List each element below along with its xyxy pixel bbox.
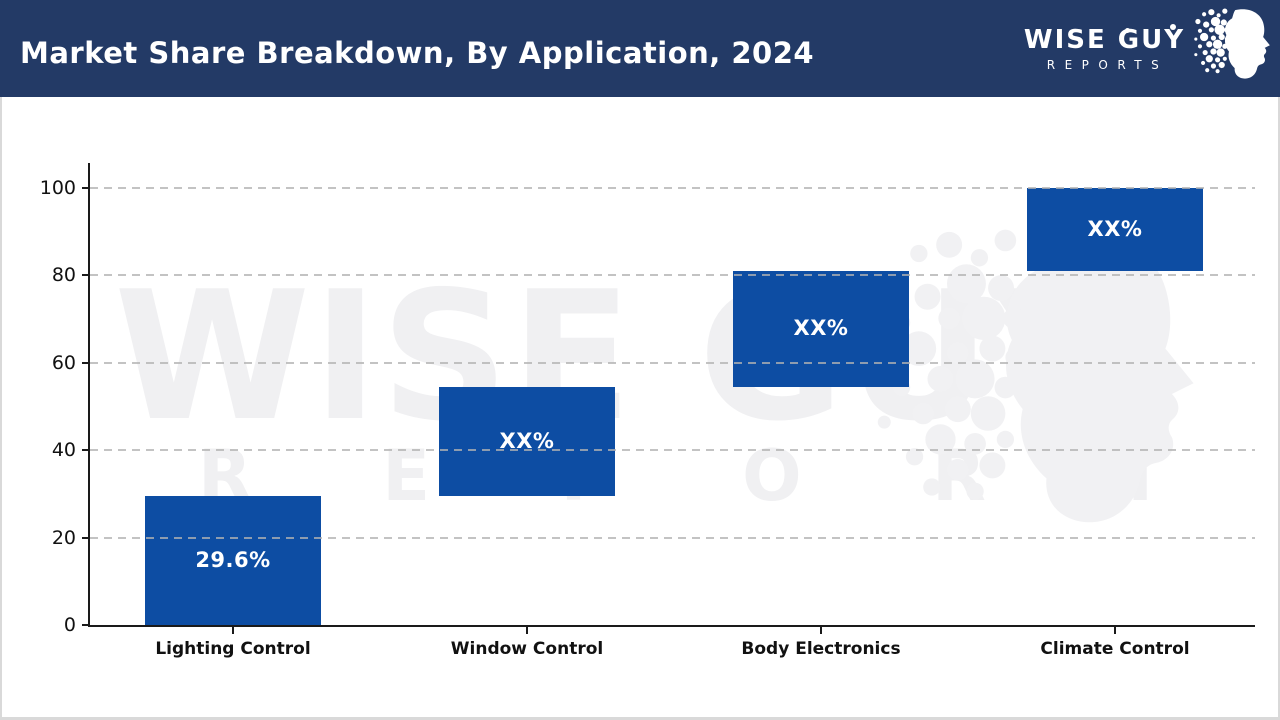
y-axis-line — [88, 163, 90, 627]
watermark-text-primary: WISE GUY — [114, 253, 1124, 460]
bar-climate-control: XX% — [1027, 187, 1203, 271]
logo-accent-dot — [1125, 28, 1130, 33]
gridline-y-40 — [90, 449, 1255, 451]
gridline-y-100 — [90, 186, 1255, 189]
header-bar: Market Share Breakdown, By Application, … — [0, 0, 1280, 97]
y-tick-label: 40 — [51, 439, 76, 461]
y-tick-mark — [82, 624, 90, 626]
y-tick-mark — [82, 274, 90, 276]
chart-area: WISE GUY R E P O R T S 0 20 40 60 80 100 29.6%… — [0, 97, 1280, 720]
y-tick-label: 20 — [51, 526, 76, 549]
bar-value-label: XX% — [793, 315, 849, 340]
logo-accent-dot — [1170, 24, 1176, 30]
bar-body-electronics: XX% — [733, 270, 909, 387]
bar-value-label: XX% — [499, 428, 555, 453]
bar-lighting-control: 29.6% — [145, 495, 321, 625]
x-category-label: Window Control — [450, 639, 604, 659]
gridline-y-80 — [90, 274, 1255, 276]
bar-window-control: XX% — [439, 386, 615, 496]
y-tick-mark — [82, 536, 90, 539]
x-tick-mark — [820, 627, 822, 634]
bar-value-label: XX% — [1087, 216, 1143, 241]
x-axis-line — [88, 625, 1255, 627]
x-tick-mark — [232, 627, 234, 634]
x-category-label: Climate Control — [1040, 639, 1190, 659]
y-tick-label: 60 — [51, 351, 76, 374]
y-tick-mark — [82, 361, 90, 364]
wise-guy-reports-logo: WISE GUY REPORTS — [1022, 4, 1272, 94]
x-tick-mark — [1114, 627, 1116, 634]
watermark-text-secondary: R E P O R T S — [198, 435, 1280, 517]
x-category-label: Body Electronics — [741, 639, 901, 659]
logo-primary-text: WISE GUY — [1023, 25, 1186, 55]
y-tick-mark — [82, 186, 90, 189]
y-tick-label: 100 — [39, 176, 76, 199]
head-profile-icon — [1194, 8, 1270, 79]
logo-secondary-text: REPORTS — [1046, 58, 1169, 72]
gridline-y-60 — [90, 361, 1255, 364]
x-tick-mark — [526, 627, 528, 634]
gridline-y-20 — [90, 536, 1255, 539]
y-tick-label: 0 — [63, 614, 76, 636]
y-tick-mark — [82, 449, 90, 451]
page-title: Market Share Breakdown, By Application, … — [20, 36, 815, 70]
y-tick-label: 80 — [51, 264, 76, 286]
bar-value-label: 29.6% — [195, 547, 271, 572]
logo-text: WISE GUY REPORTS — [1017, 25, 1192, 72]
x-category-label: Lighting Control — [155, 639, 311, 659]
